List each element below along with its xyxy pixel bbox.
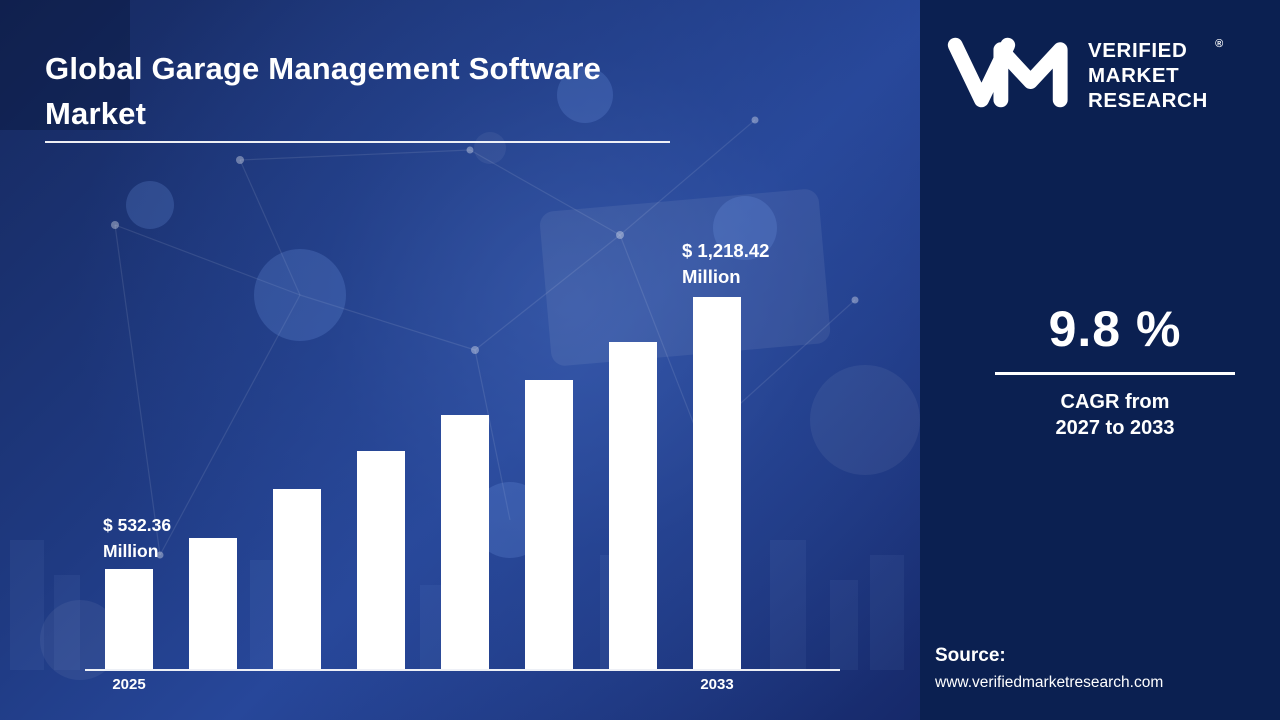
- brand-line-verified: VERIFIED: [1088, 39, 1188, 62]
- bar: [189, 538, 237, 669]
- last-bar-value-label: $ 1,218.42 Million: [682, 238, 769, 290]
- last-bar-value: $ 1,218.42: [682, 240, 770, 261]
- bar: [525, 380, 573, 669]
- last-bar-unit: Million: [682, 266, 741, 287]
- bars-group: [105, 297, 741, 669]
- x-axis-line: [85, 669, 840, 671]
- title-line-1: Global Garage Management Software: [45, 51, 602, 86]
- first-bar-unit: Million: [103, 541, 159, 561]
- title-line-2: Market: [45, 96, 147, 131]
- first-bar-value: $ 532.36: [103, 515, 172, 535]
- bar: [609, 342, 657, 669]
- cagr-block: 9.8 % CAGR from 2027 to 2033: [995, 300, 1235, 441]
- x-tick-2025: 2025: [112, 676, 146, 693]
- bar: [693, 297, 741, 669]
- vmr-logo-icon: [947, 37, 1068, 108]
- bar: [273, 489, 321, 669]
- cagr-caption: CAGR from 2027 to 2033: [995, 389, 1235, 441]
- registered-mark: ®: [1215, 38, 1224, 50]
- brand-name: ® VERIFIED MARKET RESEARCH: [1088, 36, 1223, 113]
- first-bar-value-label: $ 532.36 Million: [103, 512, 171, 564]
- source-block: Source: www.verifiedmarketresearch.com: [935, 645, 1163, 692]
- chart-panel: Global Garage Management Software Market…: [0, 0, 920, 720]
- brand: ® VERIFIED MARKET RESEARCH: [946, 36, 1223, 113]
- cagr-caption-line-2: 2027 to 2033: [1055, 417, 1175, 439]
- page-title: Global Garage Management Software Market: [45, 46, 670, 143]
- bar: [105, 569, 153, 669]
- source-label: Source:: [935, 645, 1006, 666]
- brand-line-research: RESEARCH: [1088, 89, 1208, 112]
- source-url-link[interactable]: www.verifiedmarketresearch.com: [935, 674, 1164, 691]
- x-tick-2033: 2033: [700, 676, 734, 693]
- brand-sidebar: ® VERIFIED MARKET RESEARCH 9.8 % CAGR fr…: [920, 0, 1280, 720]
- bar: [357, 451, 405, 669]
- bar: [441, 415, 489, 669]
- title-underline: [45, 141, 670, 143]
- bar-chart: $ 532.36 Million $ 1,218.42 Million 2025…: [0, 0, 920, 720]
- brand-line-market: MARKET: [1088, 64, 1180, 87]
- cagr-value: 9.8 %: [995, 300, 1235, 375]
- cagr-caption-line-1: CAGR from: [1060, 391, 1170, 413]
